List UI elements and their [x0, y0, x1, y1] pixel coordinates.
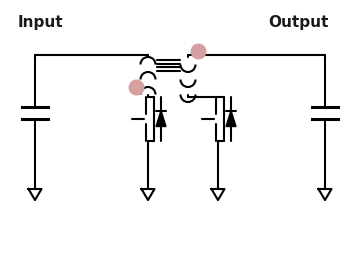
Polygon shape [156, 111, 166, 126]
Text: Output: Output [268, 15, 328, 30]
Polygon shape [226, 111, 236, 126]
Text: Input: Input [18, 15, 64, 30]
